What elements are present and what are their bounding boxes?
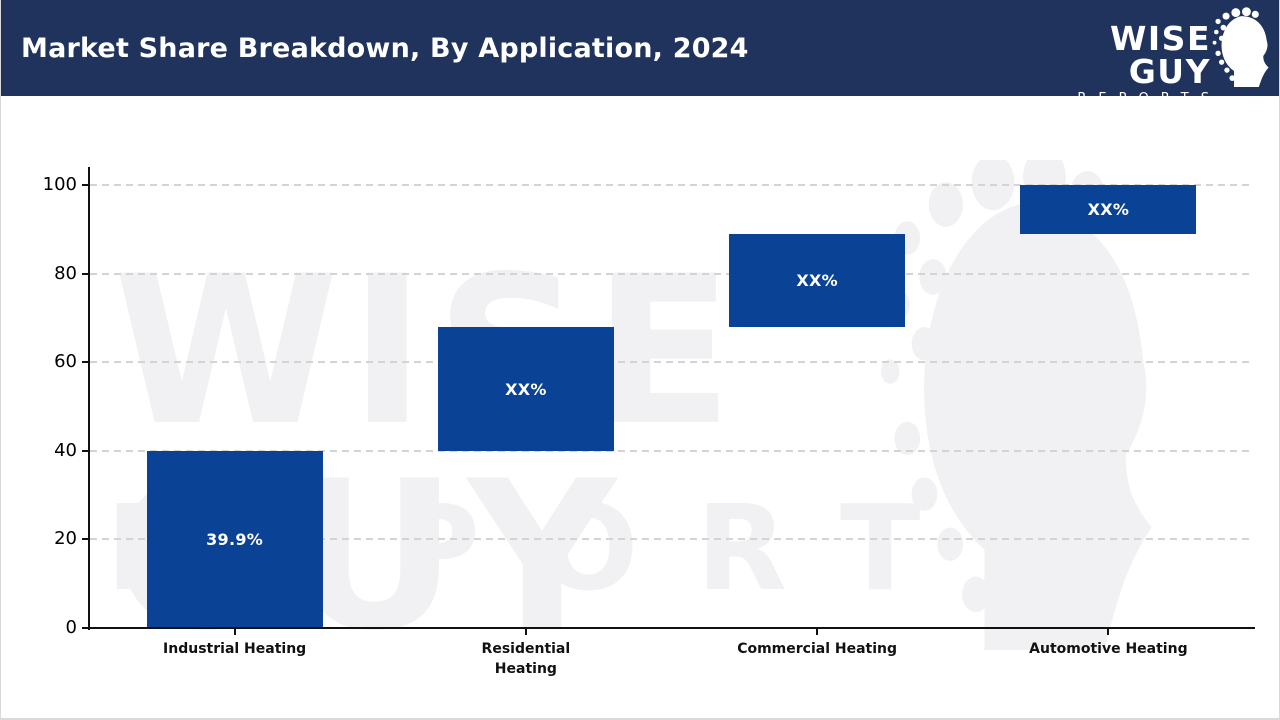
brand-name: WISE GUY [1110, 19, 1211, 91]
bar-industrial-heating: 39.9% [146, 451, 323, 628]
y-tick-label-80: 80 [54, 262, 77, 284]
y-tick-label-20: 20 [54, 528, 77, 550]
x-category-label: Residential Heating [481, 641, 571, 677]
y-tick-40 [82, 449, 89, 452]
y-tick-label-60: 60 [54, 351, 77, 373]
bar-value-label: XX% [1087, 200, 1130, 220]
bar-value-label: XX% [796, 271, 838, 291]
x-category-label: Industrial Heating [163, 641, 307, 657]
gridline-80 [90, 272, 1254, 275]
bar-automotive-heating: XX% [1020, 185, 1197, 235]
bar-value-label: 39.9% [206, 530, 264, 550]
y-tick-80 [82, 272, 89, 275]
x-tick-3 [1107, 629, 1110, 635]
brand-wordmark: WISE GUY REPORTS [1023, 22, 1211, 108]
gridline-60 [90, 361, 1254, 364]
y-tick-label-100: 100 [42, 174, 77, 196]
bar-residential-heating: XX% [437, 327, 614, 451]
header-bar: Market Share Breakdown, By Application, … [1, 0, 1279, 106]
chart-title: Market Share Breakdown, By Application, … [21, 32, 749, 64]
bar-value-label: XX% [505, 379, 547, 399]
x-tick-2 [816, 629, 819, 635]
gridline-100 [90, 184, 1254, 187]
x-axis-line [88, 627, 1255, 629]
y-tick-20 [82, 538, 89, 541]
y-tick-60 [82, 361, 89, 364]
y-tick-label-0: 0 [65, 617, 77, 638]
brand-logo: WISE GUY REPORTS [1023, 0, 1273, 106]
brand-subtitle: REPORTS [1077, 91, 1221, 106]
y-axis-line [88, 167, 90, 630]
y-tick-100 [82, 184, 89, 187]
gridline-40 [90, 449, 1254, 452]
x-category-label: Commercial Heating [737, 641, 898, 657]
bar-commercial-heating: XX% [729, 234, 906, 328]
y-tick-0 [82, 627, 89, 629]
y-tick-label-40: 40 [54, 439, 77, 461]
x-tick-0 [233, 629, 236, 635]
x-category-label: Automotive Heating [1029, 641, 1188, 657]
x-tick-1 [524, 629, 527, 635]
brand-head-icon [1212, 7, 1269, 87]
gridline-20 [90, 538, 1254, 541]
